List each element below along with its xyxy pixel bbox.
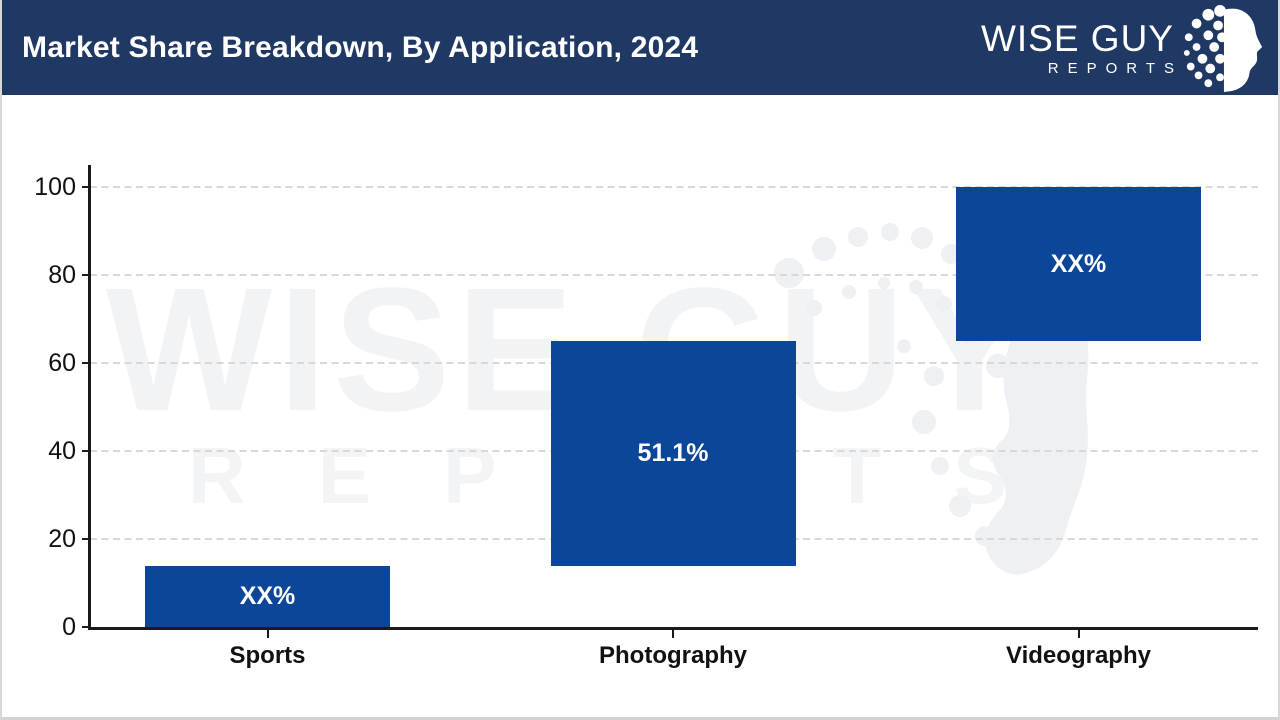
bar-value-label: 51.1% [637, 438, 709, 467]
y-tick [82, 538, 90, 540]
x-category-label: Sports [229, 642, 306, 669]
bar: XX% [145, 565, 390, 627]
y-tick-label: 0 [62, 613, 76, 641]
header-bar: Market Share Breakdown, By Application, … [2, 0, 1278, 95]
y-tick [82, 186, 90, 188]
y-tick-label: 60 [48, 349, 76, 377]
bar: 51.1% [550, 341, 796, 566]
chart-title: Market Share Breakdown, By Application, … [22, 30, 699, 64]
y-tick [82, 450, 90, 452]
x-category-label: Photography [599, 642, 747, 669]
y-tick [82, 362, 90, 364]
x-category-label: Videography [1006, 642, 1151, 669]
y-tick-label: 100 [34, 173, 76, 201]
logo-text: WISE GUY REPORTS [981, 20, 1174, 76]
bar: XX% [956, 187, 1201, 341]
logo-wordmark: WISE GUY [980, 17, 1174, 59]
x-tick [1077, 630, 1080, 638]
gridline [90, 186, 1258, 188]
bar-value-label: XX% [1050, 249, 1107, 278]
logo-head-icon [1183, 4, 1263, 92]
y-tick [82, 274, 90, 276]
y-tick [82, 626, 90, 628]
bar-value-label: XX% [239, 581, 296, 610]
x-tick [672, 630, 674, 638]
y-tick-label: 80 [48, 261, 76, 289]
y-tick-label: 20 [48, 525, 76, 553]
gridline [90, 274, 1258, 276]
logo-subtext: REPORTS [1047, 59, 1183, 77]
wiseguy-logo: WISE GUY REPORTS [981, 4, 1264, 92]
y-axis-spine [88, 165, 91, 630]
y-tick-label: 40 [48, 437, 76, 465]
x-axis-spine [88, 627, 1258, 630]
x-tick [266, 630, 269, 638]
